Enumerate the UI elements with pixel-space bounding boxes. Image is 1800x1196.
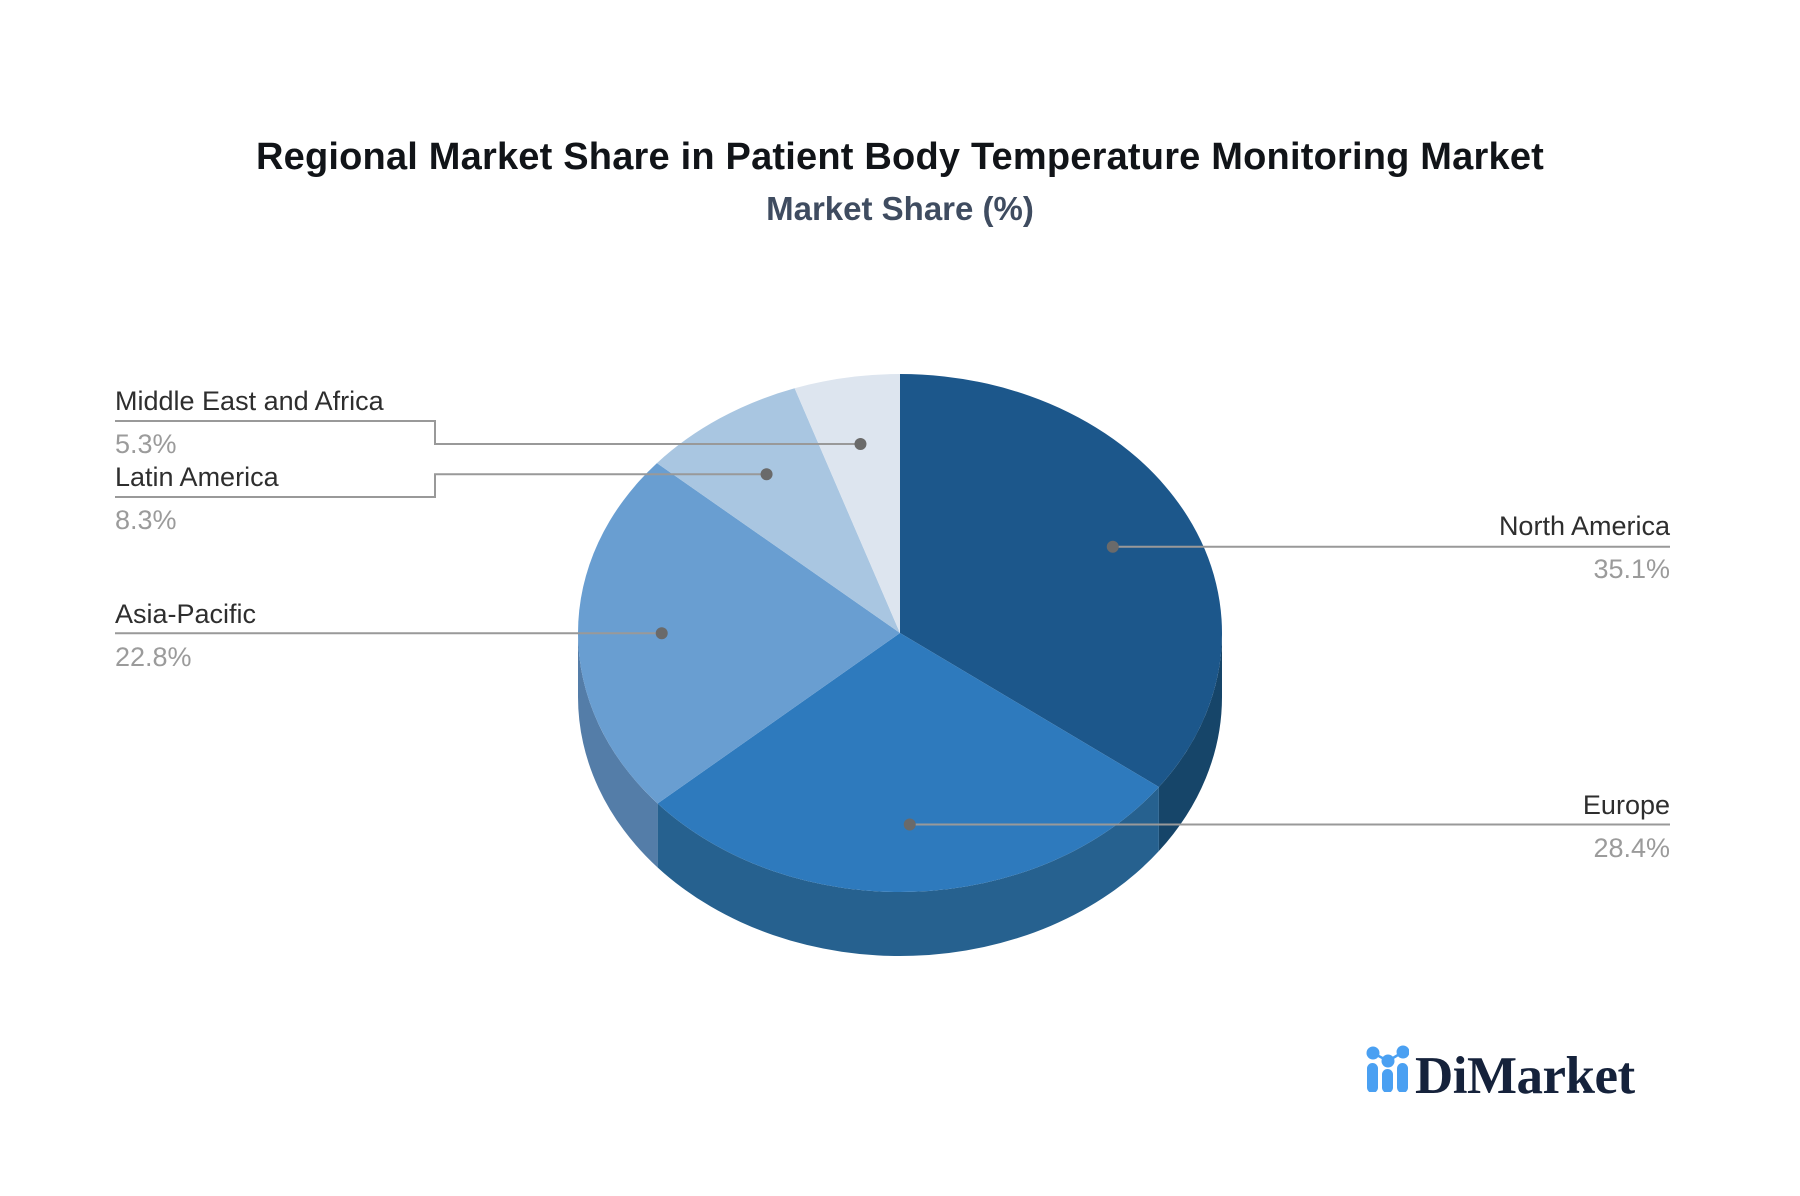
callout-line-middle-east-and-africa bbox=[115, 420, 861, 445]
slice-label-europe: Europe bbox=[1582, 790, 1670, 820]
chart-title: Regional Market Share in Patient Body Te… bbox=[255, 136, 1545, 178]
logo-text: DiMarket bbox=[1415, 1047, 1635, 1105]
slice-value-middle-east-africa: 5.3% bbox=[115, 429, 177, 459]
pie-slice-side-asia-pacific bbox=[578, 633, 658, 868]
pie-slice-side-europe bbox=[657, 787, 1159, 956]
callout-dot-asia-pacific bbox=[655, 627, 668, 640]
slice-label-latin-america: Latin America bbox=[115, 462, 279, 492]
callout-line-latin-america bbox=[115, 473, 767, 498]
callout-dot-north-america bbox=[1106, 540, 1119, 553]
callout-dot-middle-east-and-africa bbox=[854, 438, 867, 450]
slice-value-asia-pacific: 22.8% bbox=[115, 642, 192, 672]
slice-label-north-america: North America bbox=[1498, 511, 1670, 541]
slice-value-north-america: 35.1% bbox=[1593, 554, 1670, 584]
pie-slice-north-america bbox=[900, 374, 1223, 788]
slice-label-asia-pacific: Asia-Pacific bbox=[115, 599, 257, 629]
slice-value-latin-america: 8.3% bbox=[115, 505, 177, 535]
callout-dot-latin-america bbox=[760, 468, 773, 481]
slice-value-europe: 28.4% bbox=[1593, 833, 1670, 863]
slice-label-middle-east-africa: Middle East and Africa bbox=[115, 386, 384, 416]
chart-subtitle: Market Share (%) bbox=[766, 190, 1034, 227]
pie-slice-europe bbox=[657, 633, 1159, 892]
pie-slice-middle-east-and-africa bbox=[794, 374, 900, 633]
bar-line-chart-icon bbox=[1366, 1045, 1409, 1092]
pie-slice-latin-america bbox=[656, 388, 900, 633]
pie-slice-asia-pacific bbox=[578, 463, 900, 804]
pie-slice-side-north-america bbox=[1158, 633, 1222, 852]
callout-dot-europe bbox=[903, 818, 916, 831]
